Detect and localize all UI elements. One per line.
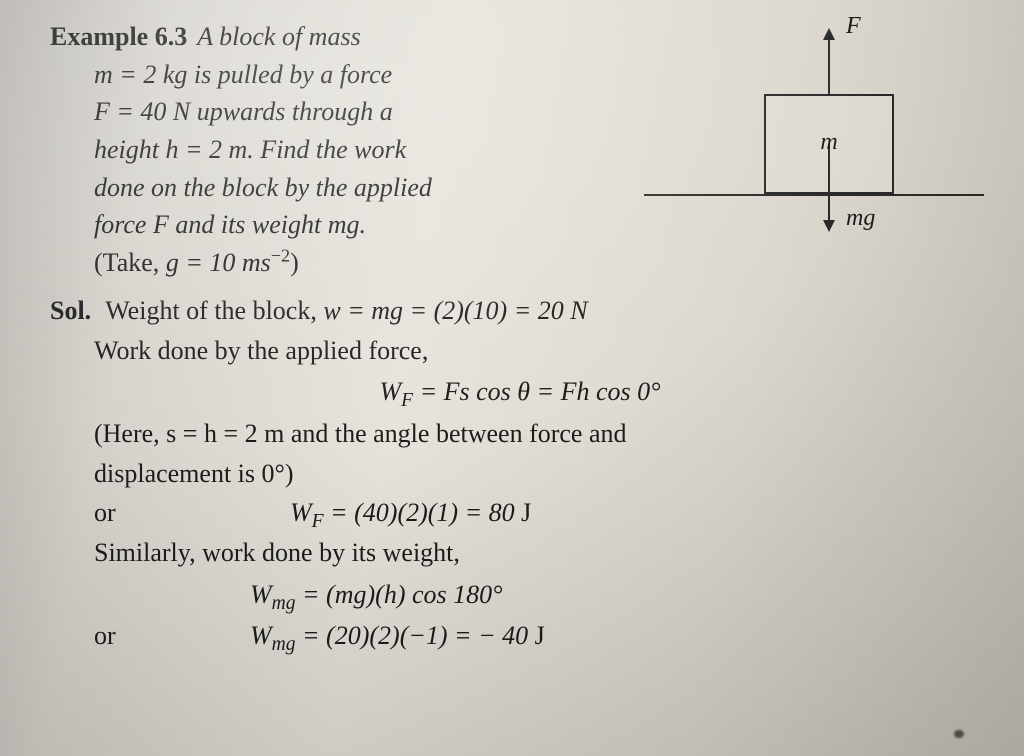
example-label: Example 6.3 [50, 18, 187, 56]
photo-smudge [954, 730, 964, 738]
solution-label: Sol. [50, 296, 91, 325]
wmg-eq1: Wmg = (mg)(h) cos 180° [50, 576, 990, 614]
wmg-eq2: Wmg = (20)(2)(−1) = − 40 J [250, 617, 990, 655]
force-label: F [846, 14, 861, 38]
weight-arrow-head [823, 220, 835, 232]
take-exp: −2 [271, 245, 290, 265]
here-note-b: displacement is 0°) [50, 455, 990, 493]
page: Example 6.3 A block of mass m = 2 kg is … [0, 0, 1024, 756]
take-value: g = 10 ms [166, 248, 271, 277]
weight-arrow-line [828, 144, 830, 222]
problem-line-3: height h = 2 m. Find the work [94, 131, 614, 169]
weight-label: mg [846, 206, 875, 230]
wmg-eq2-line: or Wmg = (20)(2)(−1) = − 40 J [50, 617, 990, 655]
mass-label: m [820, 130, 837, 154]
work-applied-intro: Work done by the applied force, [50, 332, 990, 370]
wf-eq2: WF = (40)(2)(1) = 80 J [250, 494, 990, 532]
force-arrow-head [823, 28, 835, 40]
similarly-line: Similarly, work done by its weight, [50, 534, 990, 572]
here-note-a: (Here, s = h = 2 m and the angle between… [50, 415, 990, 453]
problem-line-1: m = 2 kg is pulled by a force [94, 56, 614, 94]
weight-eq: w = mg = (2)(10) = 20 N [323, 296, 587, 325]
wf-eq1-rhs: = Fs cos θ = Fh cos 0° [413, 377, 660, 406]
wf-eq2-line: or WF = (40)(2)(1) = 80 J [50, 494, 990, 532]
problem-body: m = 2 kg is pulled by a force F = 40 N u… [50, 56, 614, 282]
or-word-2: or [50, 617, 250, 655]
wf-eq1-lhs: W [379, 377, 401, 406]
weight-prefix: Weight of the block, [105, 296, 323, 325]
example-title-line: A block of mass [197, 18, 360, 56]
take-prefix: (Take, [94, 248, 166, 277]
take-line: (Take, g = 10 ms−2) [94, 244, 614, 282]
take-suffix: ) [290, 248, 299, 277]
block-box: m [764, 94, 894, 194]
or-word-1: or [50, 494, 250, 532]
free-body-figure: m F mg [644, 22, 984, 242]
solution-first-line: Sol. Weight of the block, w = mg = (2)(1… [50, 292, 990, 330]
wf-eq1: WF = Fs cos θ = Fh cos 0° [50, 373, 990, 411]
problem-line-5: force F and its weight mg. [94, 206, 614, 244]
force-arrow-line [828, 38, 830, 96]
problem-line-4: done on the block by the applied [94, 169, 614, 207]
problem-line-2: F = 40 N upwards through a [94, 93, 614, 131]
wf-eq1-sub: F [401, 390, 413, 411]
ground-line [644, 194, 984, 196]
